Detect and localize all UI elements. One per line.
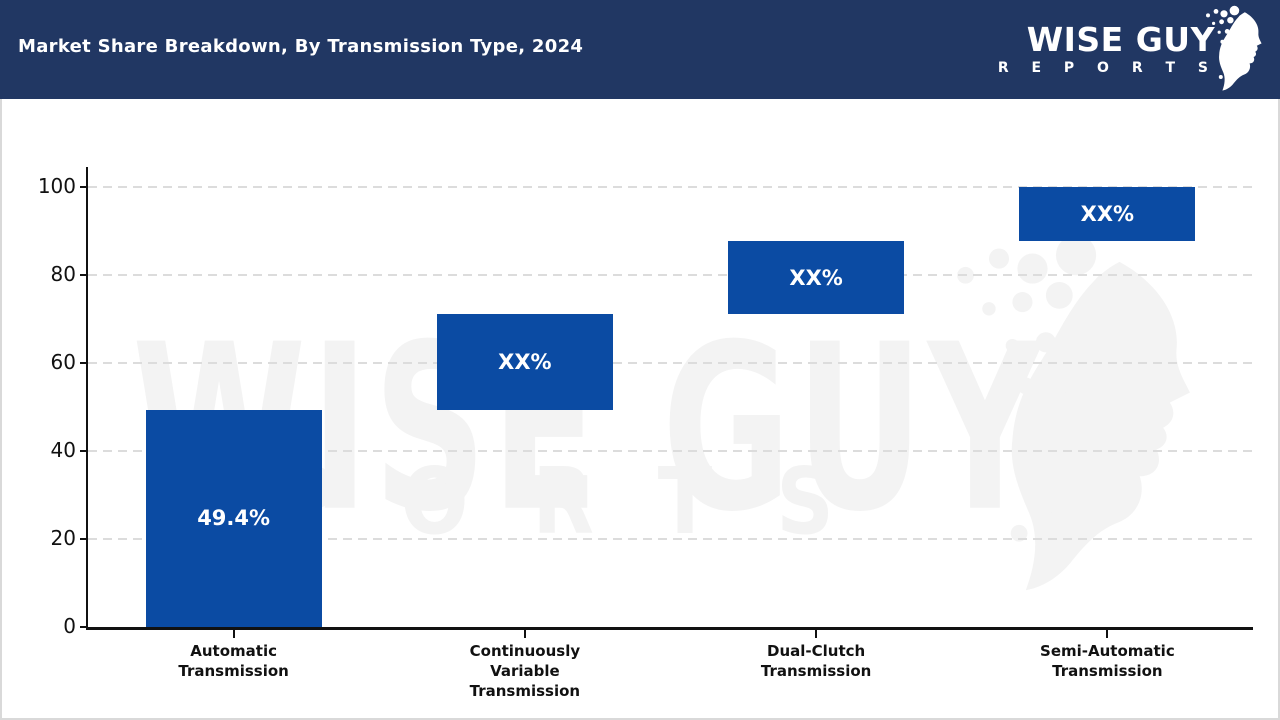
x-category-label: Continuously Variable Transmission bbox=[469, 642, 581, 700]
y-tick-label: 60 bbox=[50, 350, 76, 374]
bar-value-label: XX% bbox=[789, 265, 843, 290]
y-axis-tick bbox=[80, 274, 88, 276]
y-tick-label: 40 bbox=[50, 438, 76, 462]
bar-value-label: 49.4% bbox=[197, 506, 271, 531]
bar-segment: XX% bbox=[1019, 187, 1196, 242]
y-tick-label: 100 bbox=[37, 174, 76, 198]
x-category-label: Automatic Transmission bbox=[178, 642, 289, 680]
bar-segment: XX% bbox=[728, 241, 905, 315]
bar-segment: 49.4% bbox=[145, 409, 322, 627]
y-axis-tick bbox=[80, 538, 88, 540]
gridline-y-80 bbox=[88, 274, 1253, 276]
y-axis-tick bbox=[80, 626, 88, 628]
y-axis-line bbox=[86, 167, 88, 630]
bar-segment: XX% bbox=[436, 314, 613, 410]
gridline-y-20 bbox=[88, 538, 1253, 540]
y-axis-tick bbox=[80, 450, 88, 452]
y-axis-tick bbox=[80, 362, 88, 364]
bar-value-label: XX% bbox=[1080, 202, 1135, 227]
y-axis-tick bbox=[80, 186, 88, 188]
x-category-label: Semi-Automatic Transmission bbox=[1040, 642, 1175, 680]
y-tick-label: 0 bbox=[63, 614, 76, 638]
gridline-y-100 bbox=[88, 186, 1253, 188]
x-axis-tick bbox=[815, 630, 818, 638]
header-bar: Market Share Breakdown, By Transmission … bbox=[0, 0, 1280, 99]
gridline-y-60 bbox=[88, 362, 1253, 364]
x-axis-tick bbox=[232, 630, 235, 638]
bar-value-label: XX% bbox=[498, 349, 552, 374]
wise-guy-reports-logo: WISE GUY R E P O R T S bbox=[998, 0, 1280, 99]
y-tick-label: 80 bbox=[50, 262, 76, 286]
x-category-label: Dual-Clutch Transmission bbox=[760, 642, 872, 680]
logo-wordmark: WISE GUY bbox=[1026, 20, 1215, 59]
gridline-y-40 bbox=[88, 450, 1253, 452]
y-tick-label: 20 bbox=[50, 526, 76, 550]
logo-subtext: R E P O R T S bbox=[997, 60, 1217, 76]
dotted-head-profile-icon bbox=[1206, 5, 1262, 91]
x-axis-tick bbox=[523, 630, 526, 638]
x-axis-line bbox=[86, 627, 1253, 630]
chart-title: Market Share Breakdown, By Transmission … bbox=[18, 36, 584, 57]
x-axis-tick bbox=[1106, 630, 1109, 638]
